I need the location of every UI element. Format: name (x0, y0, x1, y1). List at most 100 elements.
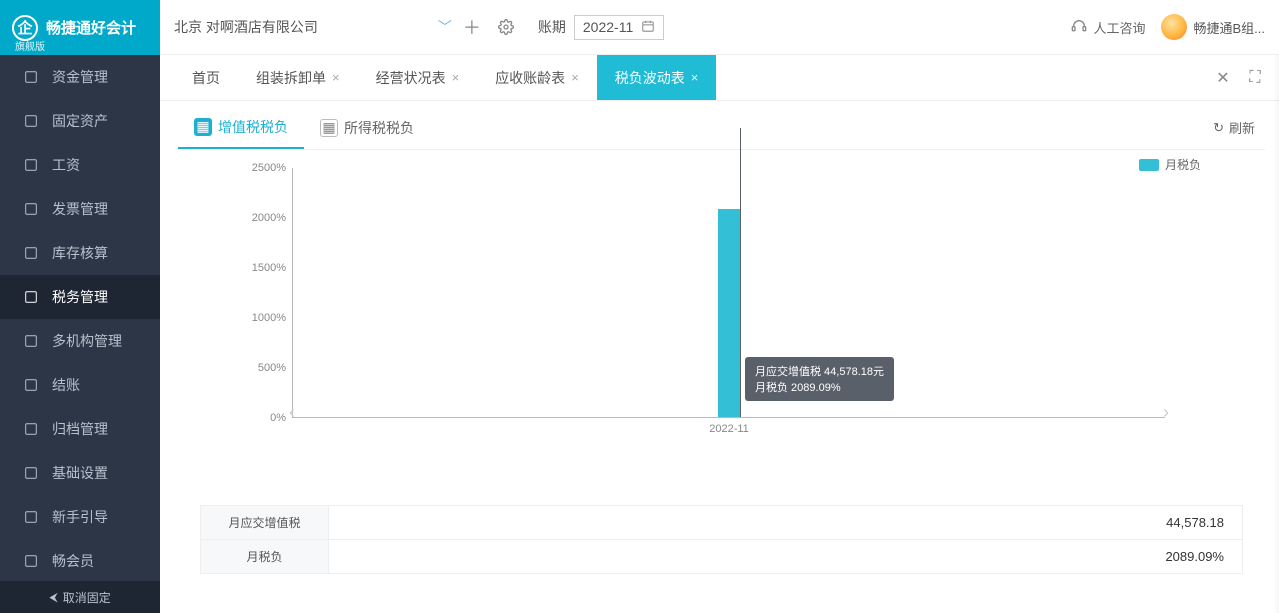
subtab-1[interactable]: ▦所得税税负 (304, 106, 430, 149)
sidebar-item-label: 畅会员 (52, 551, 94, 571)
brand-name: 畅捷通好会计 (46, 17, 136, 38)
brand-edition: 旗舰版 (15, 38, 45, 53)
close-all-tabs-button[interactable]: ✕ (1209, 64, 1237, 92)
vip-icon (22, 552, 40, 570)
tab-label: 应收账龄表 (495, 68, 565, 88)
sidebar-item-label: 结账 (52, 375, 80, 395)
sidebar-item-label: 发票管理 (52, 199, 108, 219)
tab-3[interactable]: 应收账龄表 × (477, 55, 597, 100)
sidebar-item-label: 税务管理 (52, 287, 108, 307)
tab-label: 经营状况表 (376, 68, 446, 88)
consult-link[interactable]: 人工咨询 (1071, 18, 1145, 37)
table-row: 月税负2089.09% (200, 539, 1243, 574)
subtab-label: 增值税税负 (218, 117, 288, 137)
gear-icon[interactable] (492, 13, 520, 41)
sidebar-item-2[interactable]: 工资 (0, 143, 160, 187)
sidebar-item-3[interactable]: 发票管理 (0, 187, 160, 231)
tab-4[interactable]: 税负波动表 × (597, 55, 717, 100)
chevron-down-icon: ﹀ (438, 17, 452, 37)
table-row-value: 2089.09% (329, 540, 1242, 573)
add-button[interactable]: ＋ (458, 13, 486, 41)
y-tick: 2500% (240, 162, 286, 174)
chart-prev-button[interactable]: ‹ (289, 402, 295, 423)
sidebar-item-label: 资金管理 (52, 67, 108, 87)
table-row-label: 月应交增值税 (201, 506, 329, 539)
sidebar-item-11[interactable]: 畅会员 (0, 539, 160, 581)
user-label: 畅捷通B组... (1193, 18, 1265, 37)
legend-label: 月税负 (1165, 156, 1201, 173)
home-icon (22, 244, 40, 262)
coins-icon (22, 68, 40, 86)
refresh-button[interactable]: ↻ 刷新 (1213, 118, 1255, 137)
wallet-icon (22, 156, 40, 174)
subtab-strip: ▦ 增值税税负 ▦所得税税负 ↻ 刷新 (178, 106, 1265, 150)
badge-icon (22, 288, 40, 306)
period-value: 2022-11 (583, 19, 633, 35)
sidebar-item-8[interactable]: 归档管理 (0, 407, 160, 451)
tab-0[interactable]: 首页 (174, 55, 238, 100)
y-tick: 500% (240, 362, 286, 374)
y-tick: 1000% (240, 312, 286, 324)
company-name: 北京 对啊酒店有限公司 (174, 17, 318, 37)
subtab-0[interactable]: ▦ 增值税税负 (178, 106, 304, 149)
sidebar-collapse-label: 取消固定 (63, 589, 111, 606)
tab-label: 首页 (192, 68, 220, 88)
close-icon[interactable]: × (332, 70, 340, 85)
period-input[interactable]: 2022-11 (574, 15, 664, 40)
topbar: 北京 对啊酒店有限公司 ﹀ ＋ 账期 2022-11 人工咨询 畅捷通B组... (160, 0, 1279, 55)
sidebar-item-label: 工资 (52, 155, 80, 175)
chart-tooltip: 月应交增值税 44,578.18元月税负 2089.09% (745, 357, 894, 401)
company-selector[interactable]: 北京 对啊酒店有限公司 ﹀ (174, 17, 452, 37)
sidebar-item-4[interactable]: 库存核算 (0, 231, 160, 275)
user-menu[interactable]: 畅捷通B组... (1161, 14, 1265, 40)
table-row-label: 月税负 (201, 540, 329, 573)
y-tick: 2000% (240, 212, 286, 224)
chart-crosshair (740, 128, 741, 417)
table-row-value: 44,578.18 (329, 506, 1242, 539)
refresh-icon: ↻ (1213, 120, 1224, 136)
subtab-icon: ▦ (194, 118, 212, 136)
sidebar-item-label: 新手引导 (52, 507, 108, 527)
chart-y-axis: 0%500%1000%1500%2000%2500% (240, 168, 292, 418)
close-icon[interactable]: × (691, 70, 699, 85)
tooltip-line: 月应交增值税 44,578.18元 (755, 363, 884, 379)
subtab-label: 所得税税负 (344, 118, 414, 138)
tab-strip: 首页 组装拆卸单 × 经营状况表 × 应收账龄表 × 税负波动表 × ✕ ⛶ (160, 55, 1279, 101)
calendar-icon (641, 19, 655, 36)
receipt-icon (22, 200, 40, 218)
sidebar-item-10[interactable]: 新手引导 (0, 495, 160, 539)
tab-label: 税负波动表 (615, 68, 685, 88)
scroll-shadow (1273, 55, 1279, 613)
sidebar-item-9[interactable]: 基础设置 (0, 451, 160, 495)
archive-icon (22, 420, 40, 438)
tax-chart: 0%500%1000%1500%2000%2500% ‹ › 2022-11月应… (240, 168, 1165, 438)
close-icon[interactable]: × (571, 70, 579, 85)
sidebar-item-label: 基础设置 (52, 463, 108, 483)
avatar (1161, 14, 1187, 40)
sidebar-item-label: 归档管理 (52, 419, 108, 439)
chart-plot: ‹ › 2022-11月应交增值税 44,578.18元月税负 2089.09% (292, 168, 1165, 418)
org-icon (22, 332, 40, 350)
sidebar-item-label: 库存核算 (52, 243, 108, 263)
sidebar-collapse[interactable]: ⮜ 取消固定 (0, 581, 160, 613)
fullscreen-button[interactable]: ⛶ (1241, 64, 1269, 92)
sidebar-item-6[interactable]: 多机构管理 (0, 319, 160, 363)
tab-1[interactable]: 组装拆卸单 × (238, 55, 358, 100)
consult-label: 人工咨询 (1093, 18, 1145, 37)
sidebar-item-0[interactable]: 资金管理 (0, 55, 160, 99)
sidebar-item-5[interactable]: 税务管理 (0, 275, 160, 319)
data-table: 月应交增值税44,578.18月税负2089.09% (200, 505, 1243, 574)
x-tick-label: 2022-11 (709, 423, 749, 435)
tab-label: 组装拆卸单 (256, 68, 326, 88)
chart-next-button[interactable]: › (1163, 402, 1169, 423)
sidebar-item-1[interactable]: 固定资产 (0, 99, 160, 143)
close-icon[interactable]: × (452, 70, 460, 85)
tab-2[interactable]: 经营状况表 × (358, 55, 478, 100)
chart-bar[interactable] (718, 209, 740, 417)
doc-icon (22, 376, 40, 394)
table-row: 月应交增值税44,578.18 (200, 505, 1243, 540)
layers-icon (22, 112, 40, 130)
sidebar-item-7[interactable]: 结账 (0, 363, 160, 407)
period-label: 账期 (538, 17, 566, 37)
sidebar-item-label: 固定资产 (52, 111, 108, 131)
